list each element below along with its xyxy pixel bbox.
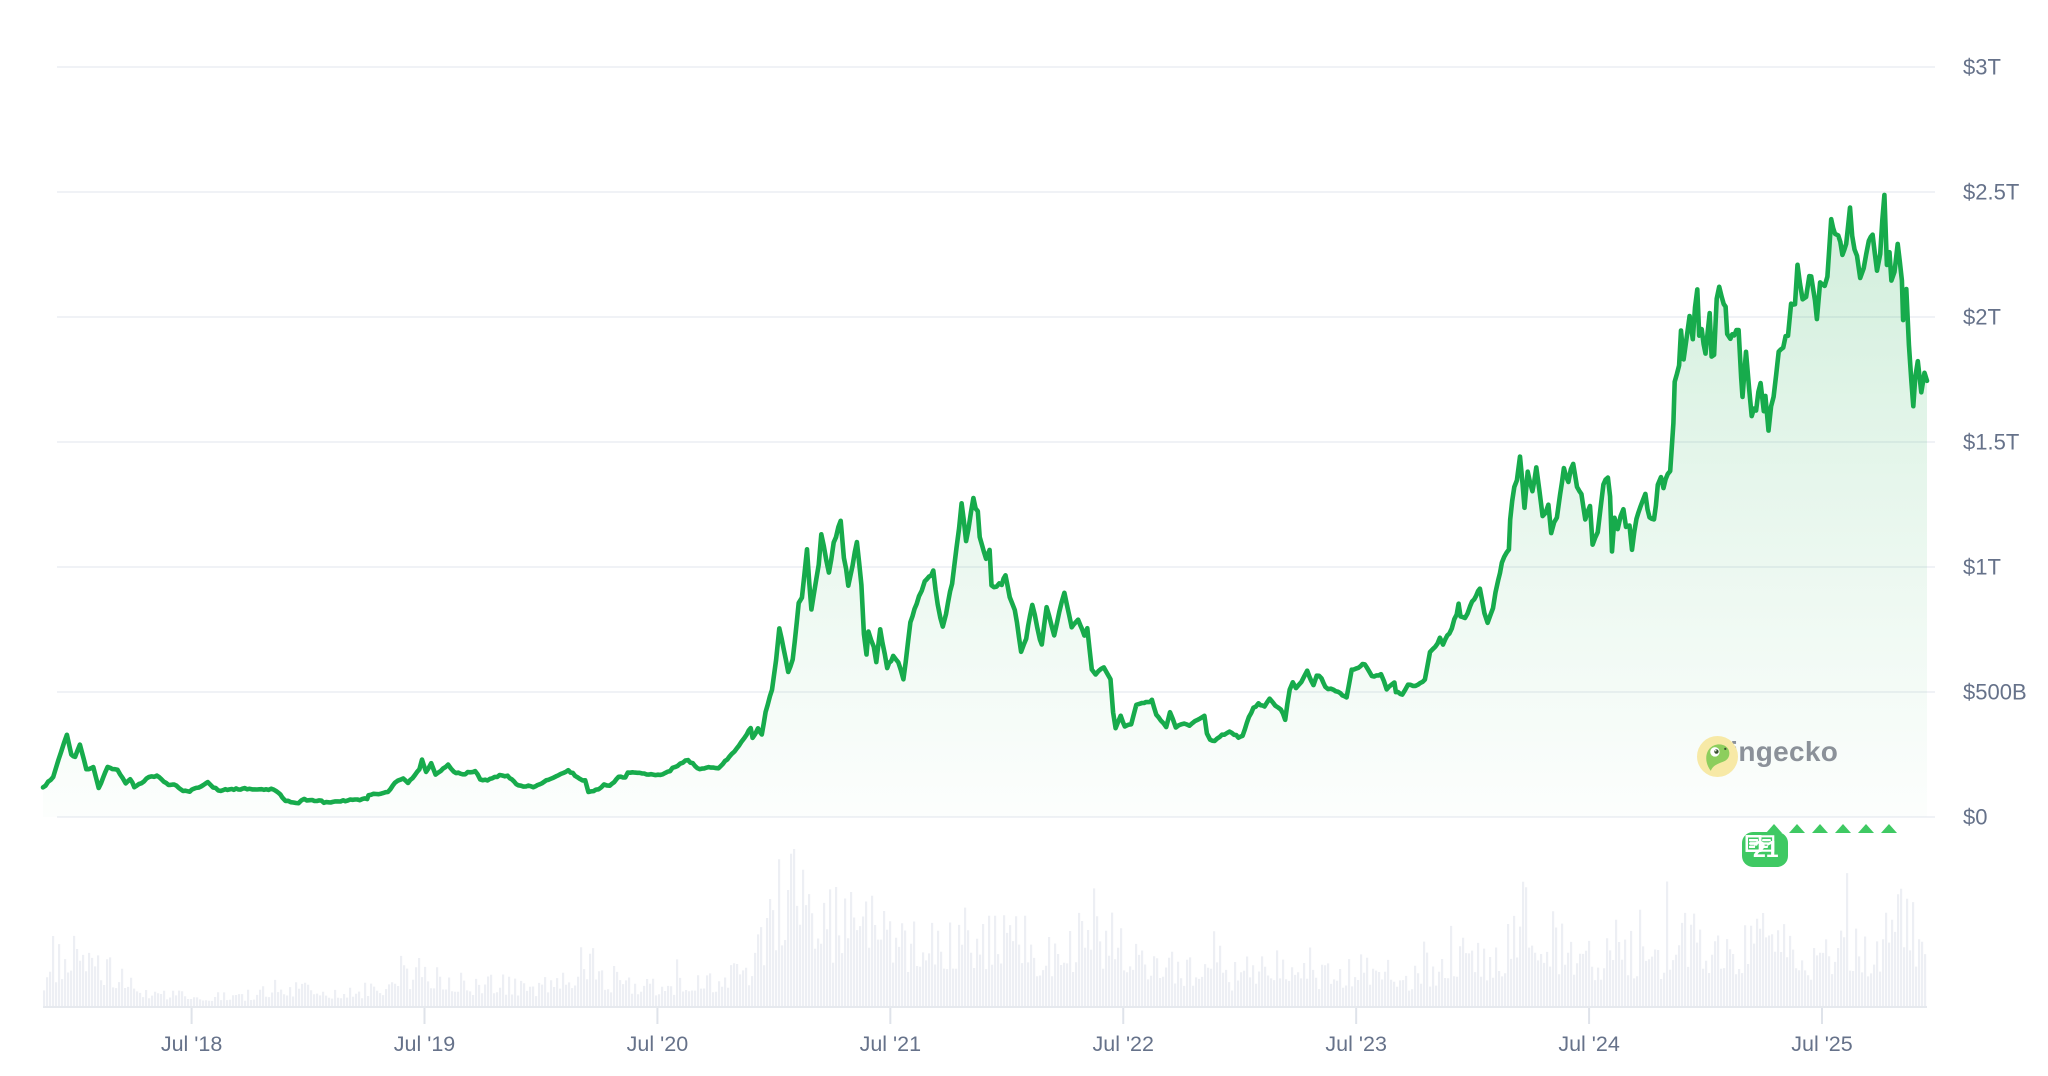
x-axis-label: Jul '25 xyxy=(1791,1032,1853,1056)
news-marker-pointer xyxy=(1835,824,1851,833)
x-axis-label: Jul '20 xyxy=(627,1032,689,1056)
volume-bars xyxy=(43,849,1927,1007)
news-marker-pointer xyxy=(1789,824,1805,833)
newspaper-icon xyxy=(1758,835,1775,852)
y-axis-label: $500B xyxy=(1963,680,2027,705)
x-axis-label: Jul '21 xyxy=(860,1032,921,1056)
news-marker-pointer xyxy=(1858,824,1874,833)
news-badge-pill[interactable]: 21 xyxy=(1742,832,1788,867)
y-axis-label: $1T xyxy=(1963,555,2001,580)
coingecko-logo-icon xyxy=(1697,736,1738,777)
news-marker-pointer xyxy=(1812,824,1828,833)
market-cap-area-fill xyxy=(43,194,1927,817)
y-axis-label: $3T xyxy=(1963,55,2001,80)
y-axis-label: $1.5T xyxy=(1963,430,2019,455)
x-axis-label: Jul '22 xyxy=(1093,1032,1154,1056)
x-axis-label: Jul '18 xyxy=(161,1032,223,1056)
news-marker-pointer xyxy=(1766,824,1782,833)
news-annotations-badge[interactable]: 21 xyxy=(1742,823,1897,867)
y-axis-label: $2T xyxy=(1963,305,2001,330)
market-cap-line xyxy=(40,192,1930,806)
coingecko-watermark: coingecko xyxy=(1697,736,1838,777)
news-marker-pointer xyxy=(1881,824,1897,833)
y-axis-label: $2.5T xyxy=(1963,180,2019,205)
x-axis-label: Jul '23 xyxy=(1325,1032,1387,1056)
x-axis-label: Jul '24 xyxy=(1558,1032,1620,1056)
y-axis-label: $0 xyxy=(1963,805,1987,830)
x-axis-label: Jul '19 xyxy=(394,1032,455,1056)
